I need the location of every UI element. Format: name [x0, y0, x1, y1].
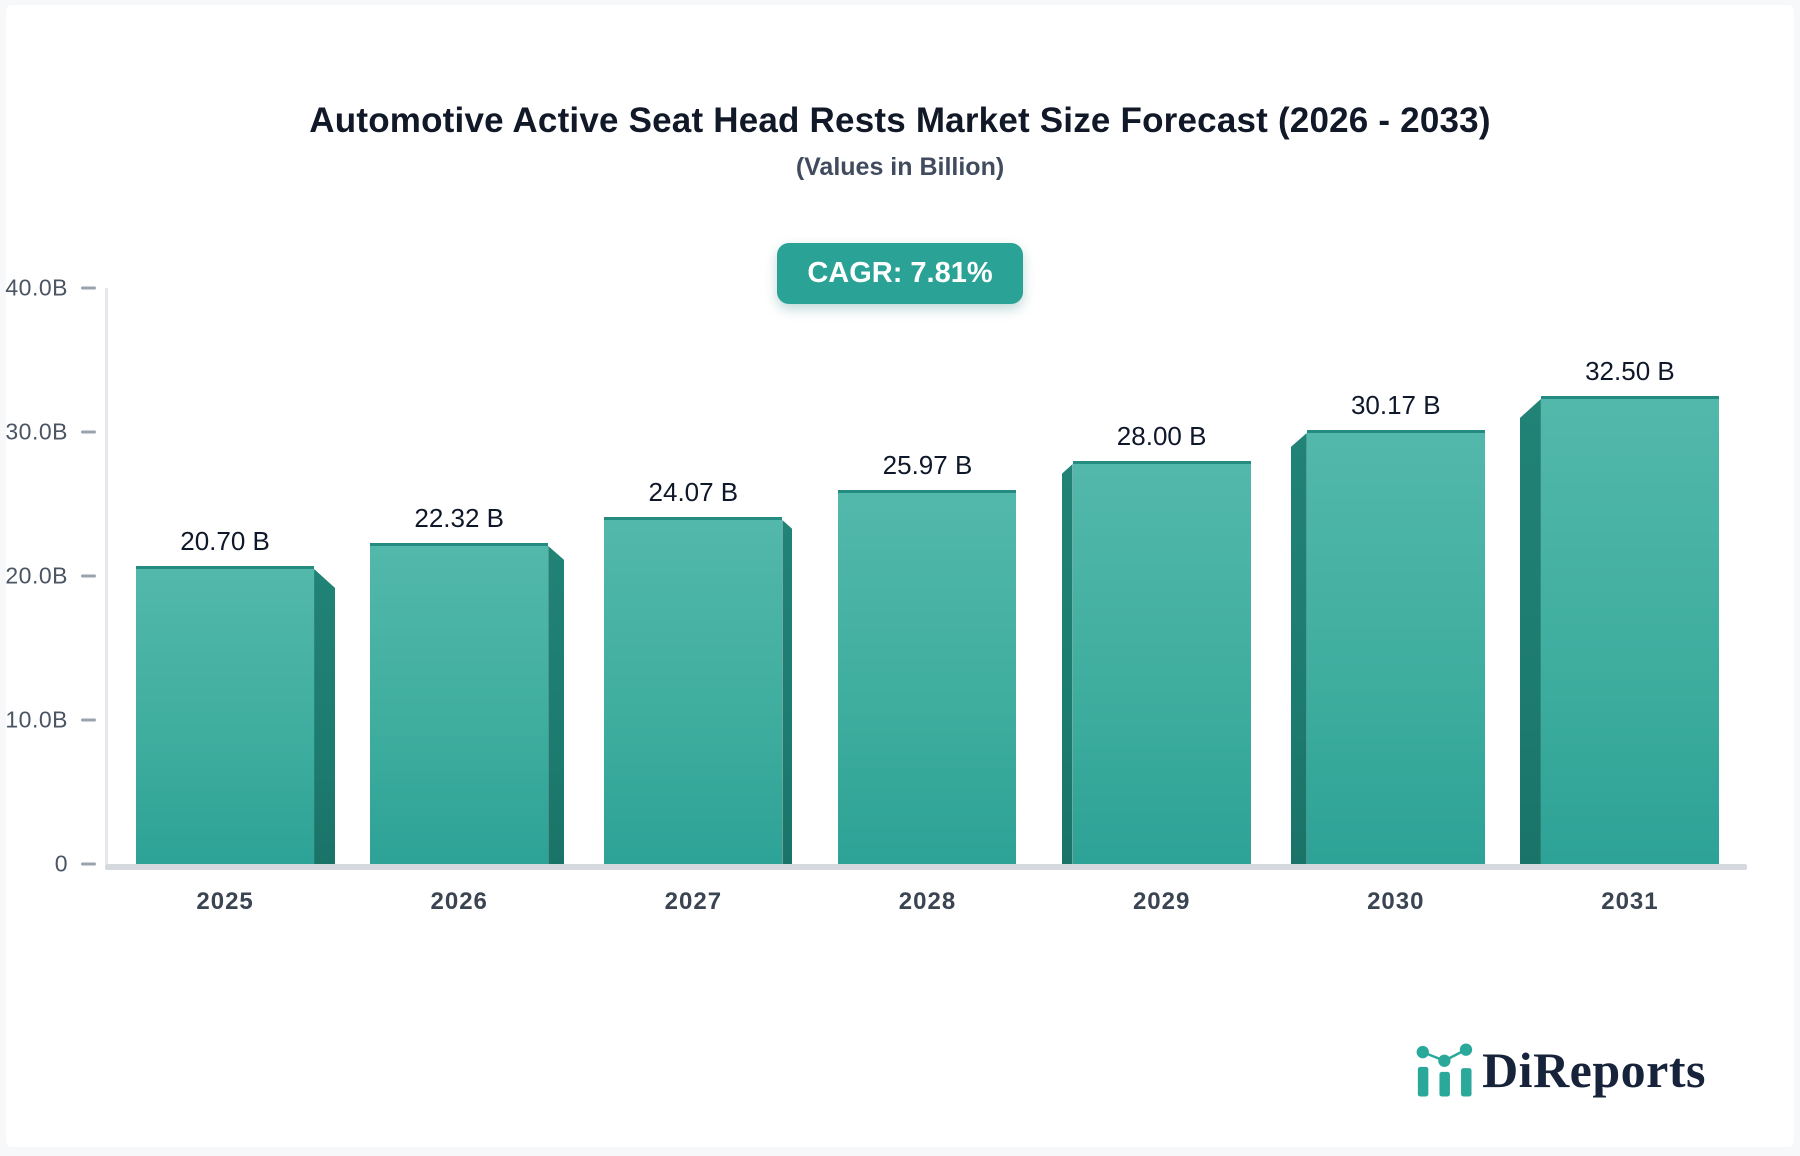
y-axis-tick-mark — [81, 862, 96, 866]
bar-value-label: 20.70 B — [180, 526, 270, 556]
chart-title: Automotive Active Seat Head Rests Market… — [309, 101, 1491, 140]
bar-value-label: 28.00 B — [1116, 421, 1207, 451]
bar-3d-side — [1519, 399, 1541, 864]
bar-series: 20.70 B 22.32 B 24.07 B 25.97 B 28.00 B 30.17… — [108, 288, 1747, 864]
y-axis-tick-mark — [81, 718, 96, 722]
y-axis-tick-mark — [81, 430, 96, 434]
x-axis-label-2028: 2028 — [898, 888, 957, 915]
bar-value-label: 25.97 B — [882, 450, 973, 480]
bar-slot: 32.50 B — [1513, 288, 1747, 864]
x-axis-label-2031: 2031 — [1601, 888, 1659, 915]
cagr-badge: CAGR: 7.81% — [777, 243, 1023, 304]
bar-3d-side — [1061, 464, 1073, 864]
y-axis-tick-mark — [81, 286, 96, 290]
y-axis-tick-label: 10.0B — [5, 706, 68, 733]
bar-3d-side — [548, 546, 565, 864]
bar-3d-side — [314, 569, 336, 864]
cagr-badge-row: CAGR: 7.81% — [6, 243, 1794, 304]
y-axis-tick-label: 30.0B — [5, 418, 68, 445]
direports-logo: DiReports — [1414, 1041, 1706, 1099]
y-axis-tick-label: 20.0B — [5, 562, 68, 589]
bar-slot: 25.97 B — [810, 288, 1044, 864]
bar-2031: 32.50 B — [1519, 356, 1719, 864]
bar-2029: 28.00 B — [1061, 421, 1251, 864]
y-axis-tick: 20.0B — [0, 563, 102, 590]
x-axis-label-2027: 2027 — [664, 888, 723, 915]
bar-value-label: 22.32 B — [414, 503, 505, 533]
bar-3d-side — [782, 520, 793, 864]
x-axis-label-2029: 2029 — [1132, 888, 1191, 915]
x-axis-baseline — [105, 864, 1747, 870]
x-axis-labels: 2025 2026 2027 2028 2029 2030 2031 — [108, 888, 1747, 916]
y-axis-tick: 30.0B — [0, 419, 102, 446]
bar-value-label: 30.17 B — [1350, 390, 1441, 420]
bar-slot: 30.17 B — [1279, 288, 1513, 864]
bar-2028: 25.97 B — [838, 450, 1017, 864]
y-axis-tick: 40.0B — [0, 275, 102, 302]
bar-chart-plot-area: 20.70 B 22.32 B 24.07 B 25.97 B 28.00 B 30.17… — [5, 275, 1747, 915]
bar-2026: 22.32 B — [370, 503, 565, 864]
x-axis-label-2030: 2030 — [1367, 888, 1425, 915]
bar-line-chart-icon — [1416, 1043, 1473, 1097]
y-axis-tick: 0 — [0, 851, 102, 878]
bar-value-label: 32.50 B — [1585, 356, 1675, 386]
y-axis-tick-label: 0 — [54, 850, 68, 877]
brand-name: DiReports — [1482, 1042, 1706, 1098]
bar-2027: 24.07 B — [604, 477, 793, 864]
y-axis-tick-label: 40.0B — [5, 274, 68, 301]
y-axis-tick: 10.0B — [0, 707, 102, 734]
bar-slot: 28.00 B — [1045, 288, 1279, 864]
y-axis-tick-mark — [81, 574, 96, 578]
x-axis-label-2026: 2026 — [430, 888, 488, 915]
bar-slot: 24.07 B — [576, 288, 810, 864]
bar-slot: 20.70 B — [108, 288, 342, 864]
chart-card: Automotive Active Seat Head Rests Market… — [5, 5, 1794, 1147]
bar-3d-side — [1290, 433, 1307, 864]
bar-2030: 30.17 B — [1290, 390, 1485, 864]
bar-slot: 22.32 B — [342, 288, 576, 864]
chart-subtitle: (Values in Billion) — [795, 153, 1005, 181]
x-axis-label-2025: 2025 — [196, 888, 254, 915]
bar-2025: 20.70 B — [136, 526, 336, 864]
bar-value-label: 24.07 B — [648, 477, 739, 507]
